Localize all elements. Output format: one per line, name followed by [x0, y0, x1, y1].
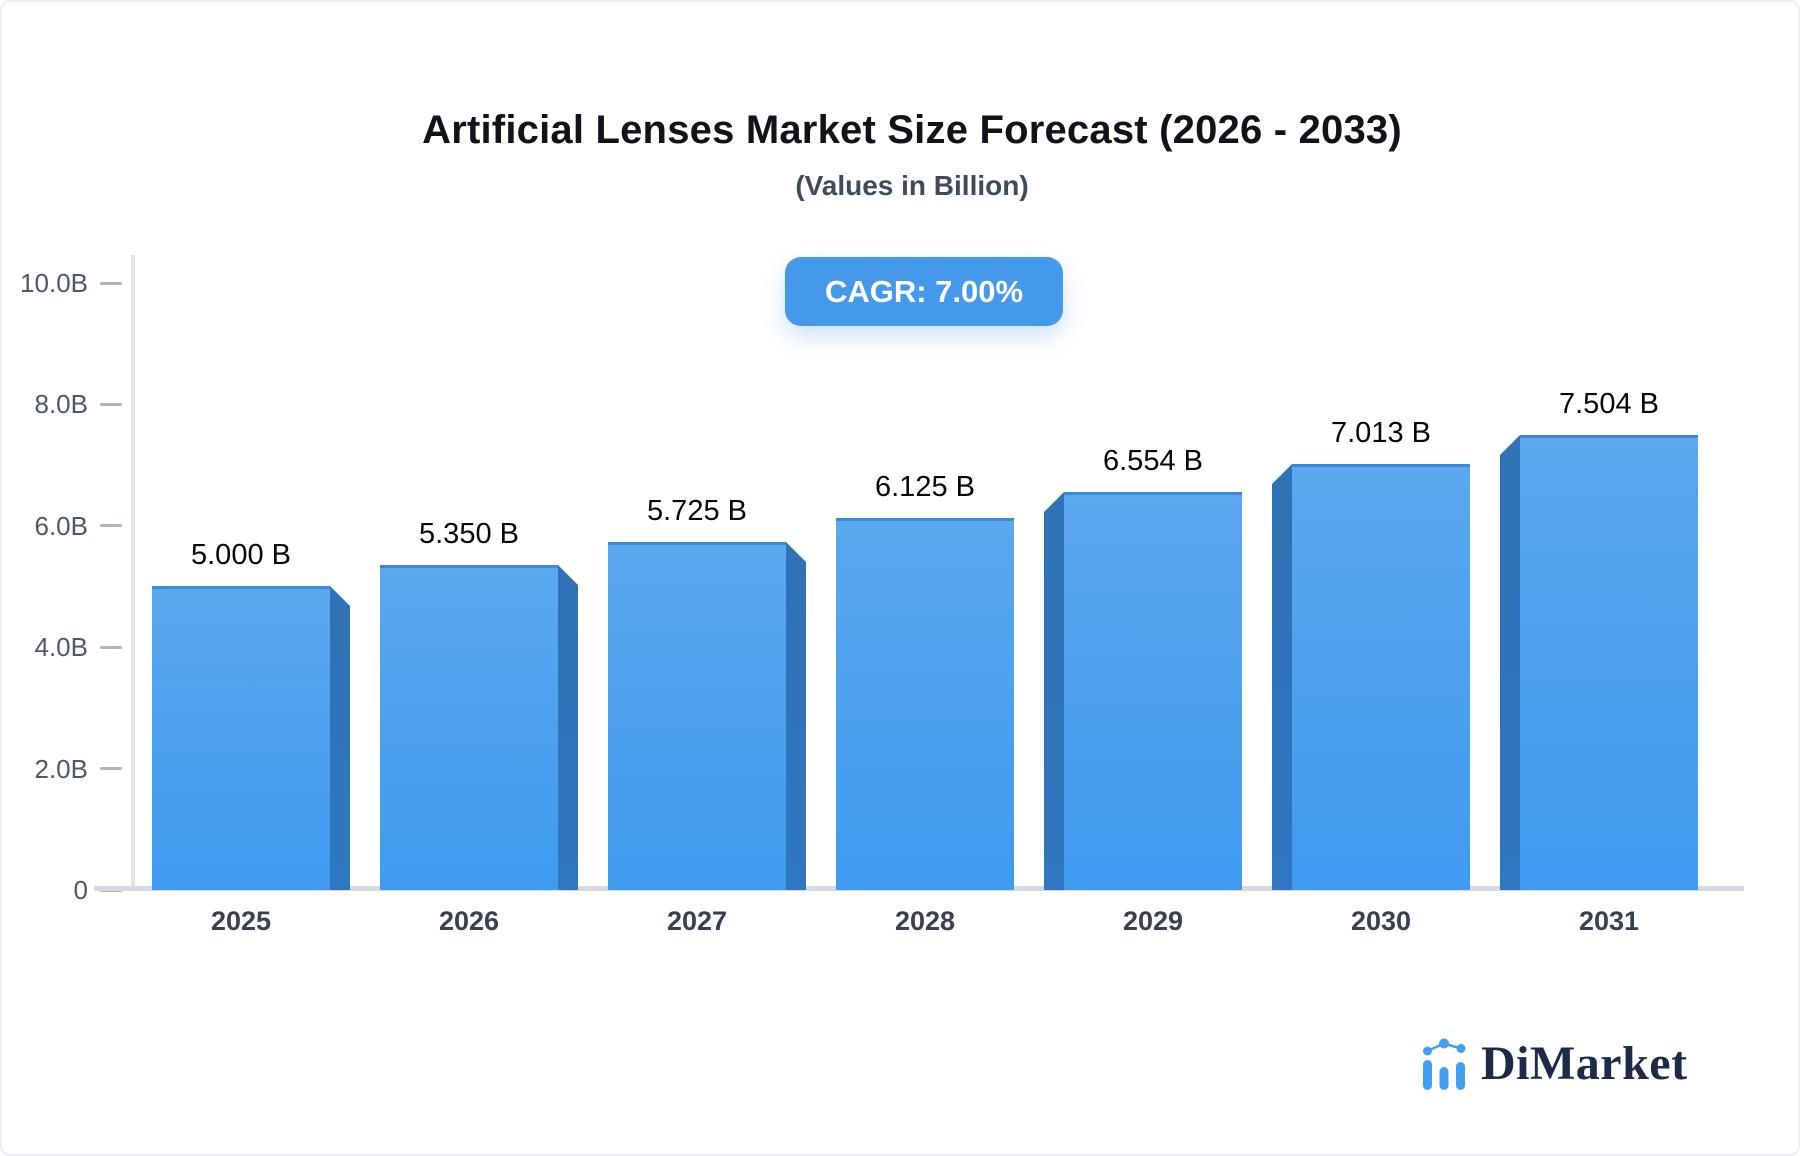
y-axis-tick-mark — [100, 402, 122, 406]
x-axis-label: 2031 — [1578, 906, 1640, 936]
bar — [836, 518, 1014, 890]
bar-value-label: 6.125 B — [875, 471, 975, 503]
bar — [380, 565, 558, 890]
bar-value-label: 6.554 B — [1103, 445, 1203, 477]
bar-3d-side — [1500, 435, 1520, 890]
chart-title: Artificial Lenses Market Size Forecast (… — [422, 108, 1402, 152]
x-axis-label: 2025 — [210, 906, 272, 936]
y-axis-tick-mark — [100, 645, 122, 649]
y-axis-tick-label: 6.0B — [34, 510, 89, 541]
x-axis-label: 2027 — [666, 906, 728, 936]
bar — [1064, 492, 1242, 890]
y-axis-tick-label: 4.0B — [34, 632, 89, 663]
y-axis-line — [131, 255, 135, 890]
bar — [152, 586, 330, 890]
bar-value-label: 5.350 B — [419, 518, 519, 550]
y-axis-tick-mark — [100, 524, 122, 528]
y-axis-tick-label: 2.0B — [34, 753, 89, 784]
bar-line-chart-icon — [1423, 1038, 1466, 1090]
bar — [608, 542, 786, 890]
bar-3d-side — [1044, 492, 1064, 890]
brand-logo: DiMarket — [1422, 1038, 1688, 1090]
bar — [1292, 464, 1470, 890]
bar-value-label: 7.504 B — [1559, 388, 1659, 420]
bar-value-label: 7.013 B — [1331, 417, 1431, 449]
x-axis-label: 2030 — [1350, 906, 1412, 936]
y-axis-tick-label: 0 — [73, 875, 88, 905]
bar-3d-side — [786, 542, 806, 890]
chart-subtitle: (Values in Billion) — [795, 170, 1029, 201]
bar-value-label: 5.725 B — [647, 495, 747, 527]
x-axis-label: 2029 — [1122, 906, 1184, 936]
x-axis-label: 2028 — [894, 906, 956, 936]
y-axis-tick-label: 10.0B — [20, 268, 88, 298]
y-axis-tick-mark — [100, 281, 122, 285]
brand-name: DiMarket — [1481, 1037, 1688, 1090]
x-axis-label: 2026 — [438, 906, 500, 936]
bar-3d-side — [558, 565, 578, 890]
y-axis-tick-mark — [100, 767, 122, 771]
cagr-badge: CAGR: 7.00% — [784, 257, 1064, 326]
bar-value-label: 5.000 B — [191, 539, 291, 571]
bar-3d-side — [330, 586, 350, 890]
y-axis-tick-label: 8.0B — [34, 389, 89, 420]
bar — [1520, 435, 1698, 890]
bar-3d-side — [1272, 464, 1292, 890]
